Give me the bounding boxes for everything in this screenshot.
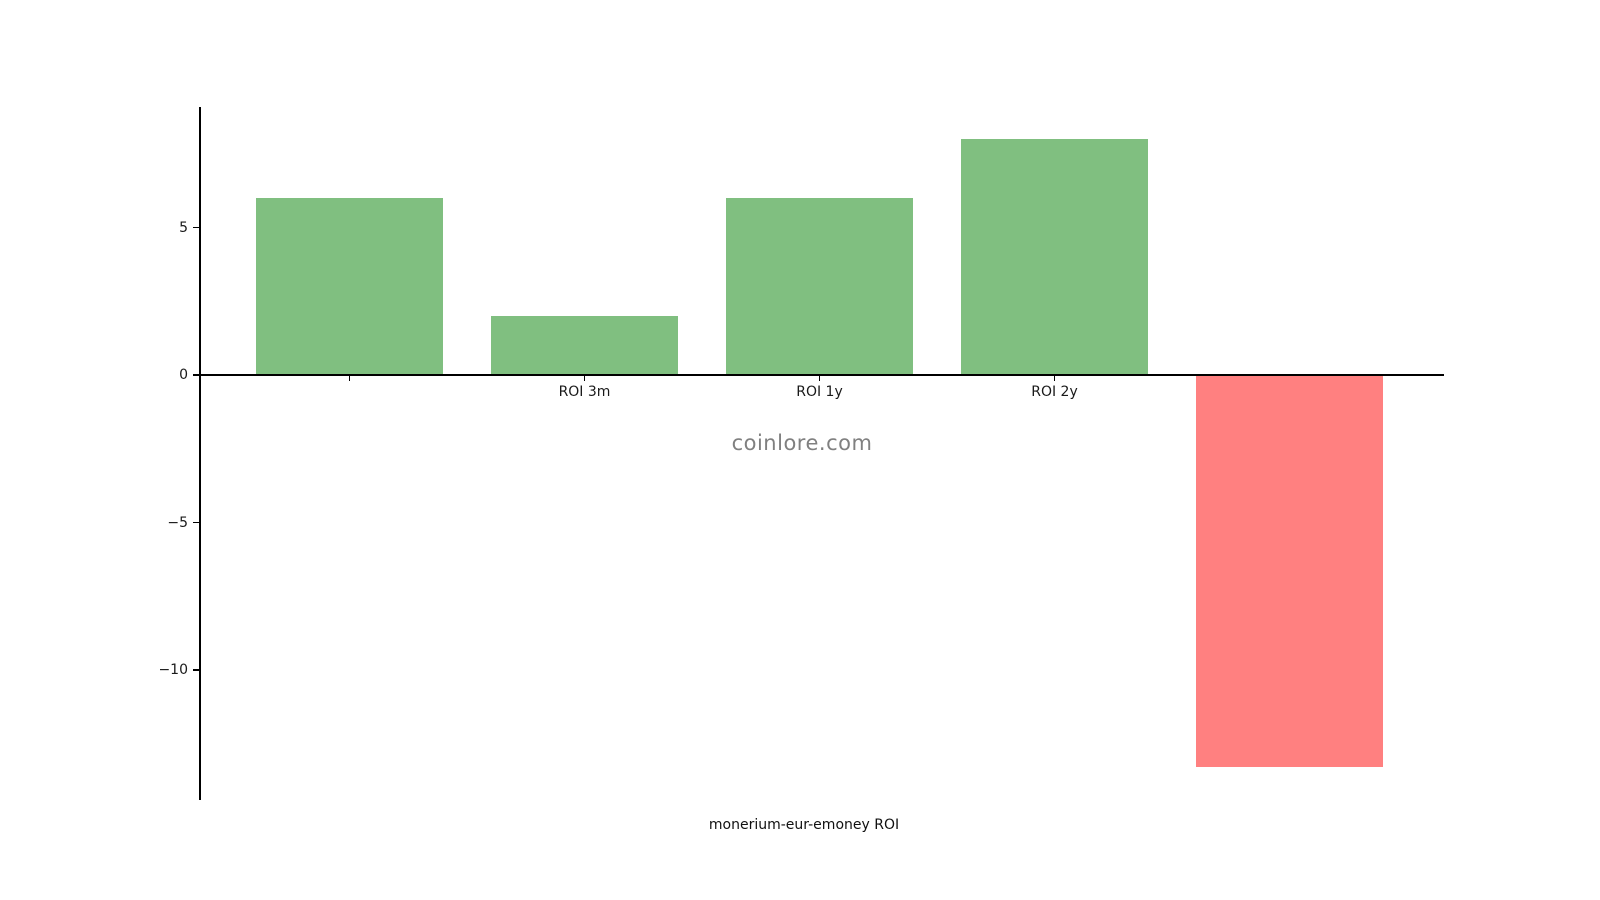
y-tick (193, 226, 200, 229)
x-tick-label: ROI 2y (1031, 384, 1078, 400)
bar (961, 139, 1148, 375)
x-axis-line (199, 374, 1444, 376)
y-tick-label: 5 (179, 219, 188, 236)
y-tick-label: −5 (167, 514, 188, 531)
y-tick (193, 521, 200, 524)
y-tick (193, 669, 200, 671)
bar (256, 198, 443, 375)
x-tick (348, 375, 351, 381)
bar (491, 316, 678, 375)
bar (726, 198, 913, 375)
x-tick (583, 375, 586, 381)
x-tick-label: ROI 1y (796, 384, 843, 400)
watermark-text: coinlore.com (731, 431, 873, 455)
chart-title: monerium-eur-emoney ROI (708, 817, 900, 833)
x-tick (818, 375, 821, 381)
y-tick (193, 374, 200, 376)
y-tick-label: −10 (158, 662, 188, 678)
x-tick (1053, 375, 1056, 381)
y-axis-spine (199, 107, 201, 800)
x-tick-label: ROI 3m (558, 384, 611, 400)
y-tick-label: 0 (179, 367, 188, 383)
bar (1196, 375, 1383, 768)
